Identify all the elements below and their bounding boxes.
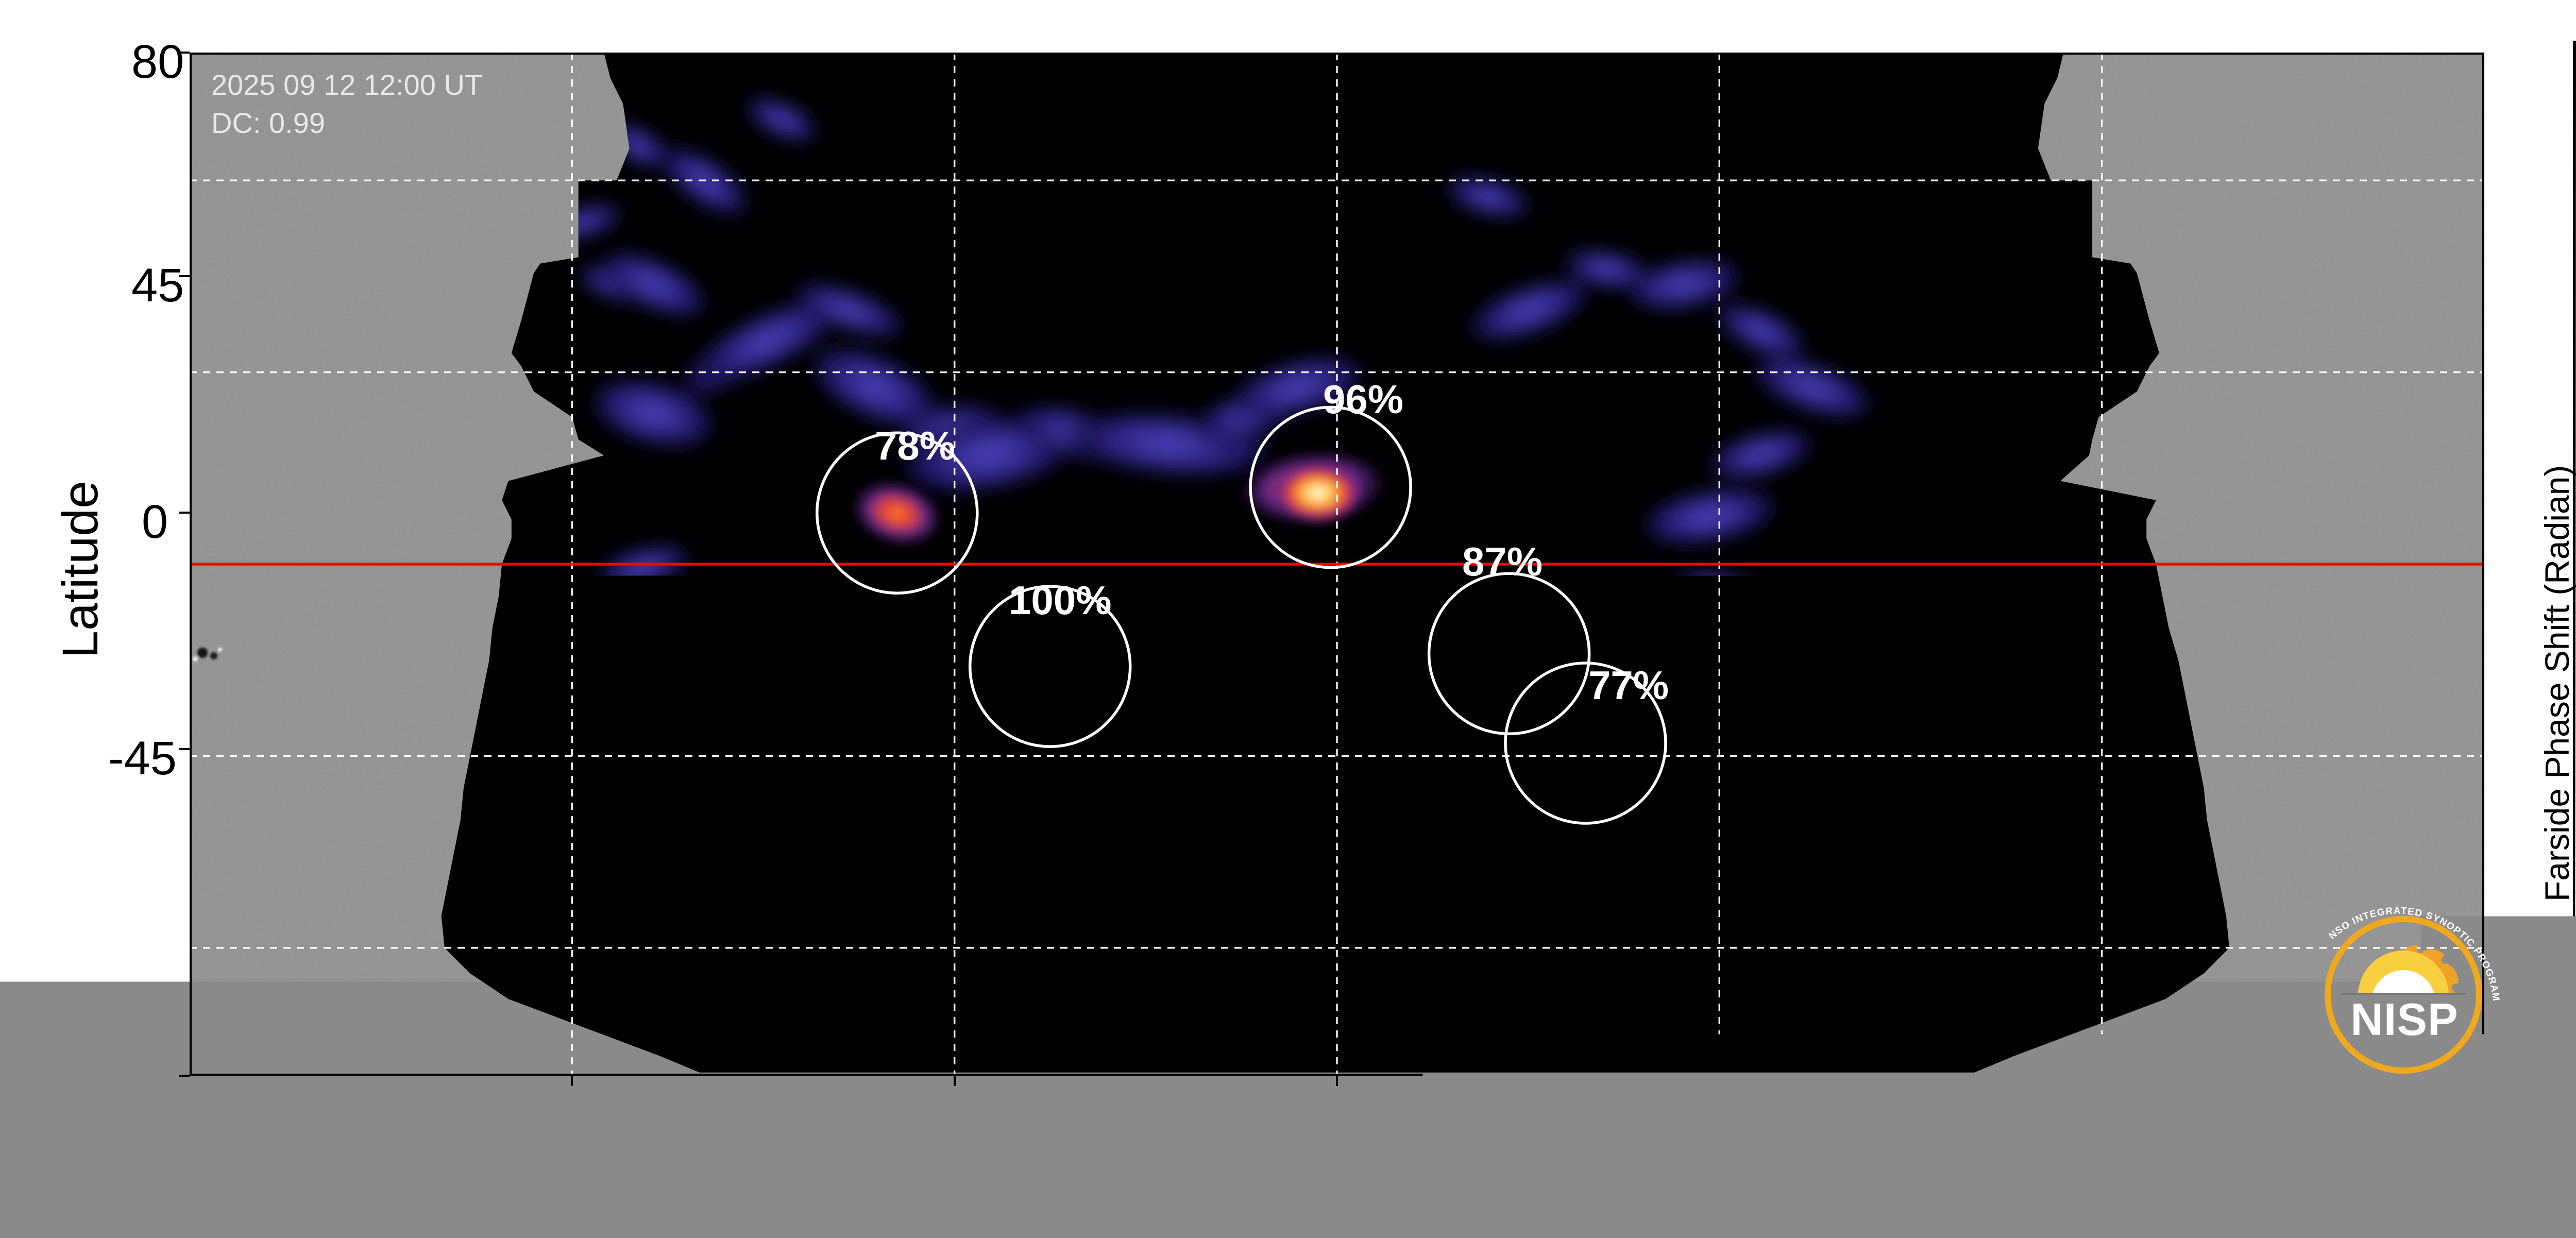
svg-text:NISP: NISP xyxy=(2350,994,2458,1045)
